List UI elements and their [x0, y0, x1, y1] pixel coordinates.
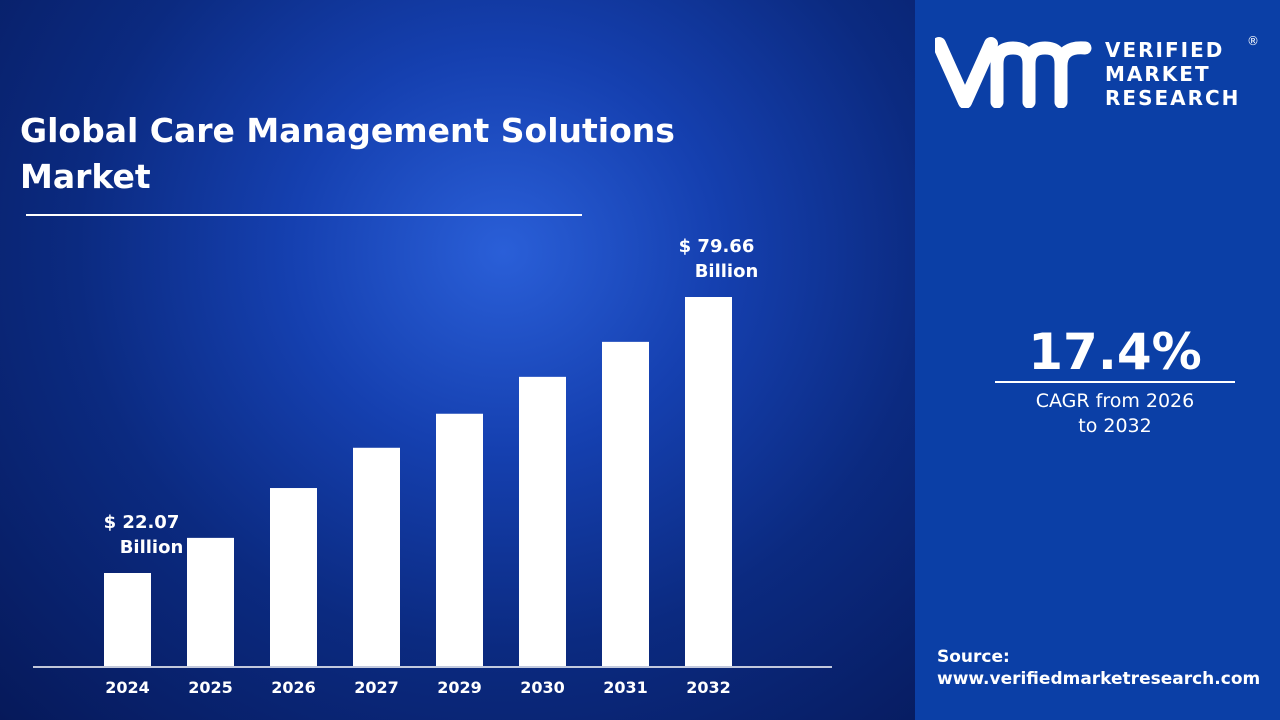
- x-tick-label-2029: 2029: [437, 678, 482, 697]
- bar-2026: [270, 488, 317, 666]
- bar-2025: [187, 537, 234, 666]
- page-title: Global Care Management Solutions Market: [20, 111, 675, 196]
- cagr-divider: [995, 381, 1235, 383]
- bar-2027: [353, 447, 400, 666]
- source-label: Source:: [937, 647, 1010, 667]
- bar-2030: [519, 376, 566, 666]
- x-tick-label-2032: 2032: [686, 678, 731, 697]
- bar-chart: 2024 $ 22.07 Billion 2025 2026 2027 2029 2030 20…: [33, 236, 832, 697]
- bar-2032: [685, 297, 732, 666]
- source-url[interactable]: www.verifiedmarketresearch.com: [937, 669, 1261, 689]
- registered-mark: ®: [1247, 34, 1259, 48]
- vmr-logo-icon: [935, 37, 1092, 108]
- x-tick-label-2024: 2024: [105, 678, 150, 697]
- bar-2029: [436, 413, 483, 666]
- bar-2031: [602, 341, 649, 666]
- cagr-block: 17.4% CAGR from 2026 to 2032: [995, 325, 1235, 439]
- data-label-unit-2032: Billion: [695, 261, 759, 282]
- cagr-value: 17.4%: [1028, 323, 1202, 381]
- title-divider: [26, 214, 582, 216]
- x-tick-label-2025: 2025: [188, 678, 233, 697]
- data-label-unit-2024: Billion: [120, 537, 184, 558]
- bar-2024: [104, 573, 151, 666]
- info-panel: [915, 0, 1280, 720]
- cagr-label: CAGR from 2026 to 2032: [1035, 390, 1195, 437]
- source-block: Source: www.verifiedmarketresearch.com: [937, 646, 1260, 690]
- x-tick-label-2031: 2031: [603, 678, 648, 697]
- data-label-2032: $ 79.66: [679, 236, 755, 257]
- brand-line1: VERIFIED: [1105, 38, 1225, 62]
- data-label-2024: $ 22.07: [104, 512, 180, 533]
- x-tick-label-2030: 2030: [520, 678, 565, 697]
- brand-name: VERIFIED MARKET RESEARCH: [1105, 38, 1240, 110]
- x-tick-label-2027: 2027: [354, 678, 399, 697]
- brand-line2: MARKET: [1105, 62, 1211, 86]
- brand-line3: RESEARCH: [1105, 86, 1241, 110]
- x-tick-label-2026: 2026: [271, 678, 316, 697]
